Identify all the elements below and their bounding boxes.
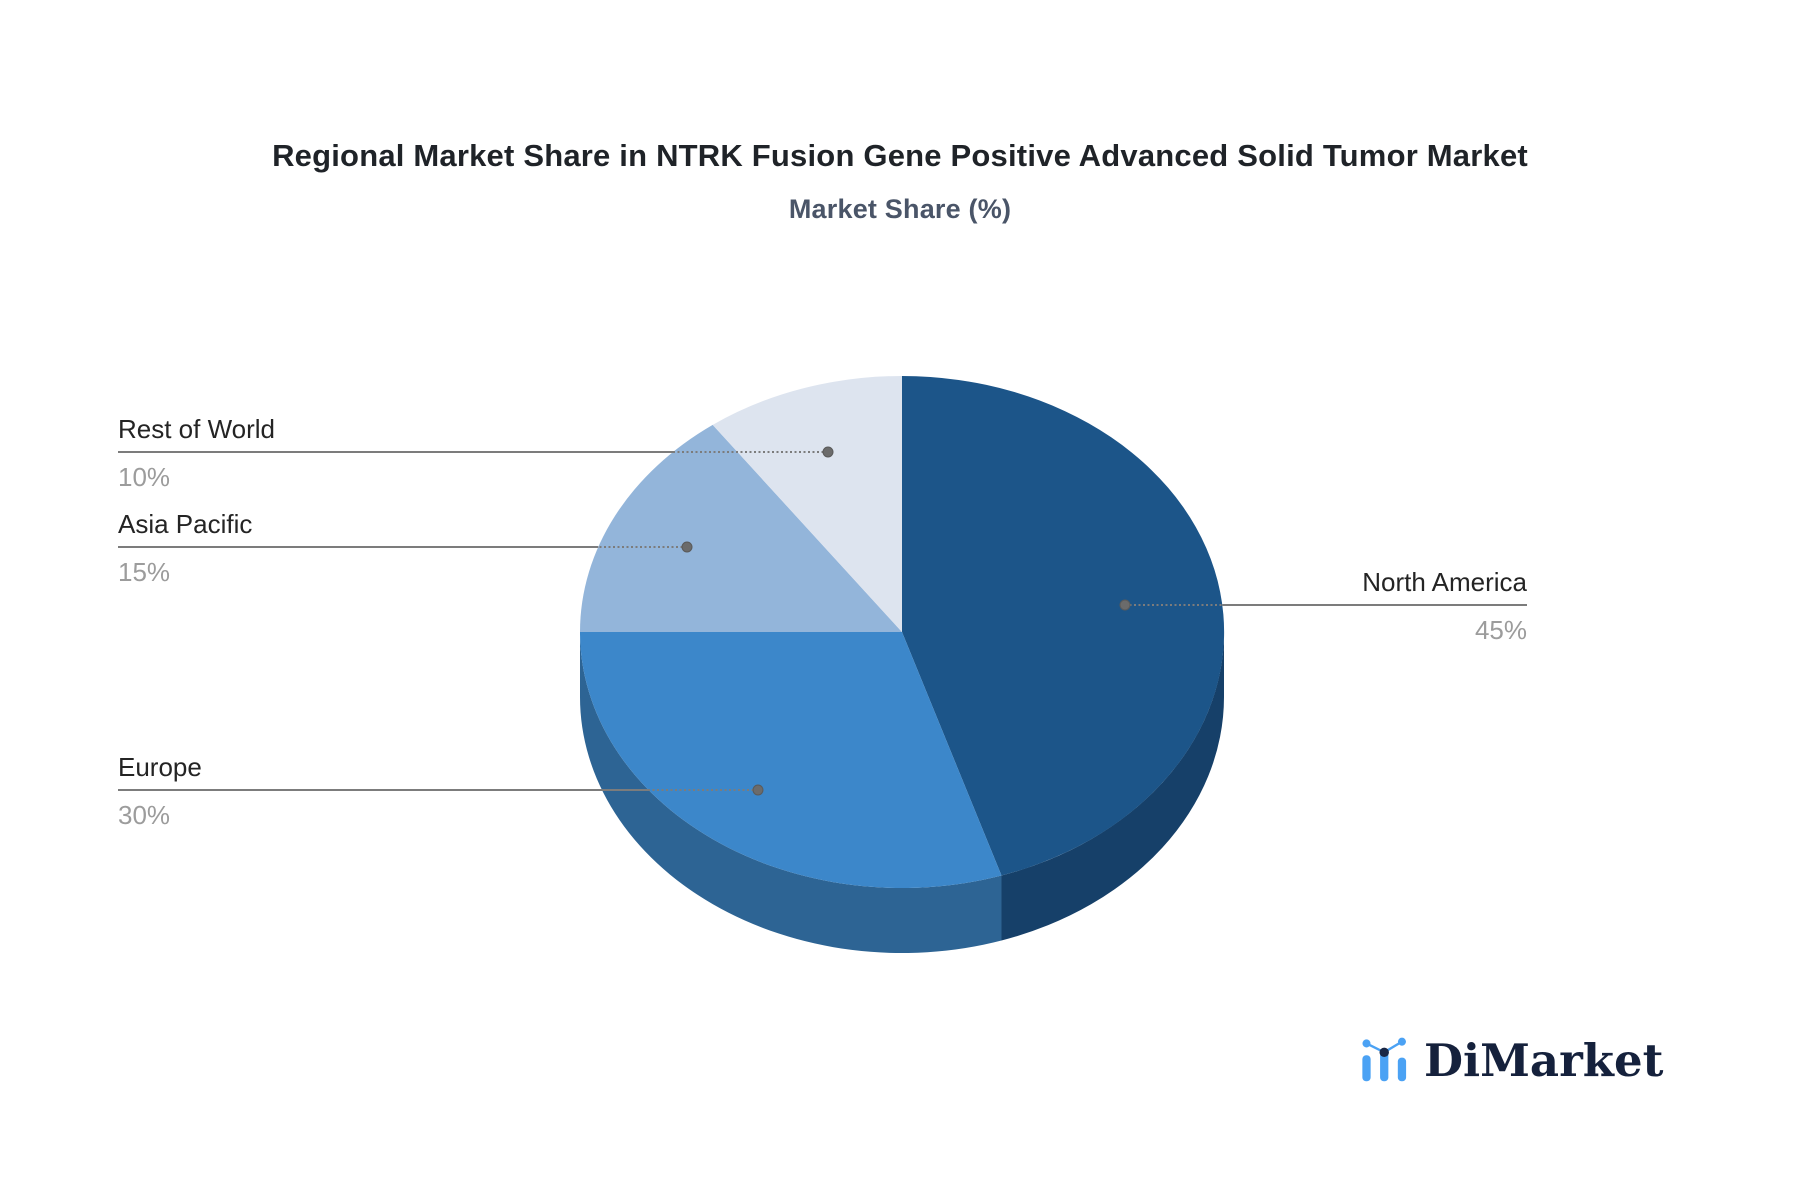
slice-name: Rest of World	[118, 414, 276, 444]
slice-name: Europe	[118, 752, 202, 782]
pie-label-asia-pacific: Asia Pacific 15%	[118, 509, 252, 587]
leader-dot-north-america	[1119, 599, 1131, 611]
leader-line-asia-pacific	[118, 541, 693, 553]
leader-line-rest-of-world	[118, 446, 834, 458]
slice-value: 10%	[118, 462, 171, 492]
pie-label-rest-of-world: Rest of World 10%	[118, 414, 275, 492]
slice-value: 30%	[118, 800, 171, 830]
pie-slice-side-europe	[580, 632, 1002, 954]
pie-slice-europe	[580, 632, 1002, 889]
pie-label-north-america: North America 45%	[1362, 567, 1527, 645]
leader-line-north-america	[1119, 599, 1527, 611]
pie-label-europe: Europe 30%	[118, 752, 202, 830]
chart-subtitle: Market Share (%)	[788, 194, 1012, 224]
slice-name: North America	[1362, 567, 1527, 597]
slice-value: 45%	[1474, 615, 1527, 645]
leader-dot-asia-pacific	[681, 541, 693, 553]
slice-value: 15%	[118, 557, 171, 587]
leader-line-europe	[118, 784, 764, 796]
pie-slice-asia-pacific	[580, 424, 902, 632]
leader-dot-rest-of-world	[822, 446, 834, 458]
pie-slice-rest-of-world	[712, 376, 902, 632]
pie-slice-side-north-america	[1001, 632, 1224, 941]
bar-line-chart-icon	[1362, 1037, 1407, 1082]
brand-name: DiMarket	[1424, 1033, 1664, 1087]
chart-title: Regional Market Share in NTRK Fusion Gen…	[272, 138, 1528, 173]
slice-name: Asia Pacific	[118, 509, 253, 539]
pie-slice-north-america	[902, 376, 1225, 876]
brand-logo: DiMarket	[1360, 1036, 1663, 1084]
leader-dot-europe	[752, 784, 764, 796]
